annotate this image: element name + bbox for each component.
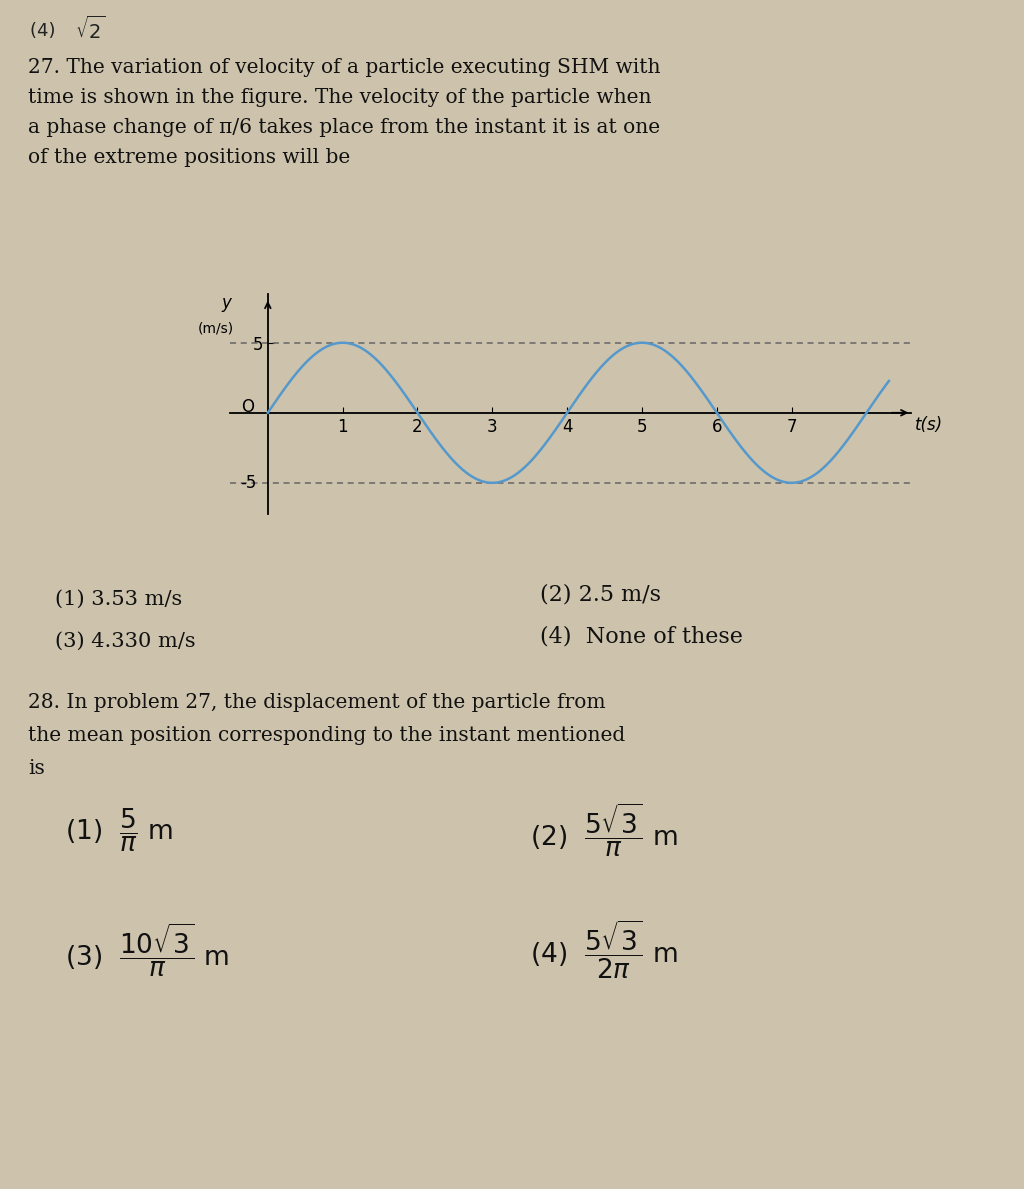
Text: (2) 2.5 m/s: (2) 2.5 m/s xyxy=(540,584,662,606)
Text: t(s): t(s) xyxy=(915,416,943,434)
Text: -5: -5 xyxy=(241,474,257,492)
Text: (m/s): (m/s) xyxy=(198,322,233,335)
Text: is: is xyxy=(28,759,45,778)
Text: a phase change of π/6 takes place from the instant it is at one: a phase change of π/6 takes place from t… xyxy=(28,118,660,137)
Text: (3)  $\dfrac{10\sqrt{3}}{\pi}$ m: (3) $\dfrac{10\sqrt{3}}{\pi}$ m xyxy=(65,921,229,979)
Text: (4)  $\dfrac{5\sqrt{3}}{2\pi}$ m: (4) $\dfrac{5\sqrt{3}}{2\pi}$ m xyxy=(530,919,678,981)
Text: (4)  None of these: (4) None of these xyxy=(540,625,742,648)
Text: of the extreme positions will be: of the extreme positions will be xyxy=(28,147,350,166)
Text: 28. In problem 27, the displacement of the particle from: 28. In problem 27, the displacement of t… xyxy=(28,693,605,712)
Text: y: y xyxy=(222,295,231,313)
Text: time is shown in the figure. The velocity of the particle when: time is shown in the figure. The velocit… xyxy=(28,88,651,107)
Text: the mean position corresponding to the instant mentioned: the mean position corresponding to the i… xyxy=(28,726,626,746)
Text: (1) 3.53 m/s: (1) 3.53 m/s xyxy=(55,590,182,609)
Text: (4): (4) xyxy=(30,23,67,40)
Text: (1)  $\dfrac{5}{\pi}$ m: (1) $\dfrac{5}{\pi}$ m xyxy=(65,806,173,854)
Text: 27. The variation of velocity of a particle executing SHM with: 27. The variation of velocity of a parti… xyxy=(28,58,660,77)
Text: $\sqrt{2}$: $\sqrt{2}$ xyxy=(75,15,105,43)
Text: (3) 4.330 m/s: (3) 4.330 m/s xyxy=(55,633,196,652)
Text: O: O xyxy=(242,398,254,416)
Text: (2)  $\dfrac{5\sqrt{3}}{\pi}$ m: (2) $\dfrac{5\sqrt{3}}{\pi}$ m xyxy=(530,801,678,858)
